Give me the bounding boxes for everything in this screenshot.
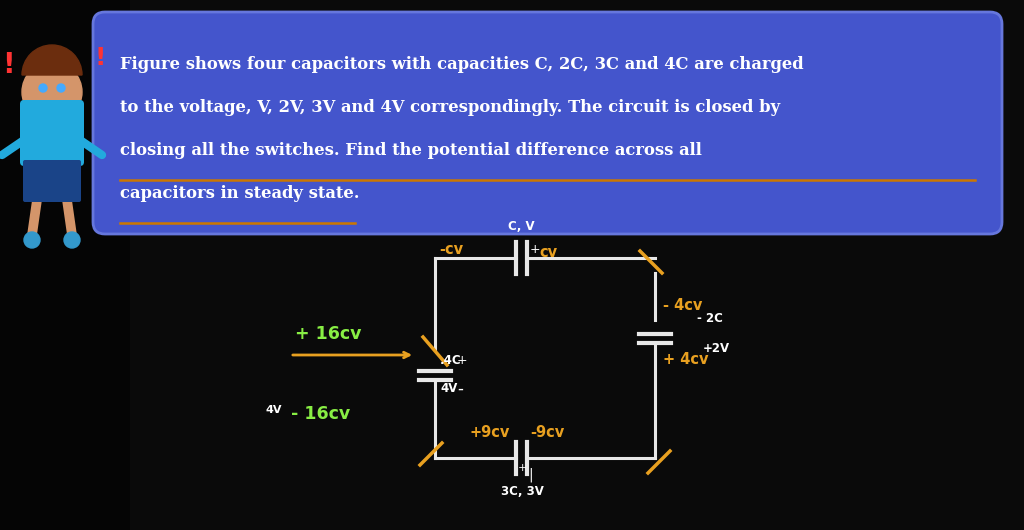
Text: + 16cv: + 16cv: [295, 325, 361, 343]
Text: + 4cv: + 4cv: [663, 352, 709, 367]
Text: +2V: +2V: [703, 341, 730, 355]
FancyBboxPatch shape: [23, 160, 81, 202]
Text: .4C: .4C: [440, 355, 462, 367]
Wedge shape: [22, 45, 82, 75]
FancyBboxPatch shape: [20, 100, 84, 166]
Text: 4V: 4V: [265, 405, 282, 415]
Text: -: -: [457, 380, 463, 398]
Text: 3C, 3V: 3C, 3V: [501, 485, 544, 498]
Circle shape: [24, 232, 40, 248]
Text: 4V: 4V: [440, 383, 458, 395]
Circle shape: [63, 232, 80, 248]
Text: cv: cv: [539, 245, 557, 261]
Text: to the voltage, V, 2V, 3V and 4V correspondingly. The circuit is closed by: to the voltage, V, 2V, 3V and 4V corresp…: [120, 99, 780, 116]
Text: C, V: C, V: [508, 220, 535, 233]
Circle shape: [57, 84, 65, 92]
Text: Figure shows four capacitors with capacities C, 2C, 3C and 4C are charged: Figure shows four capacitors with capaci…: [120, 56, 804, 73]
FancyBboxPatch shape: [0, 0, 130, 530]
Text: - 2C: - 2C: [697, 312, 723, 324]
Text: - 16cv: - 16cv: [291, 405, 350, 423]
Circle shape: [22, 62, 82, 122]
Text: !: !: [2, 51, 14, 79]
Text: capacitors in steady state.: capacitors in steady state.: [120, 185, 359, 202]
Text: |: |: [528, 468, 532, 482]
Text: +: +: [518, 463, 527, 473]
Circle shape: [39, 84, 47, 92]
Text: -cv: -cv: [439, 243, 463, 258]
Text: -9cv: -9cv: [530, 425, 564, 440]
FancyBboxPatch shape: [93, 12, 1002, 234]
Text: +9cv: +9cv: [470, 425, 510, 440]
Text: !: !: [94, 46, 105, 70]
Text: - 4cv: - 4cv: [663, 298, 702, 313]
Text: +: +: [457, 355, 468, 367]
Text: +: +: [530, 243, 541, 257]
Text: closing all the switches. Find the potential difference across all: closing all the switches. Find the poten…: [120, 142, 701, 159]
